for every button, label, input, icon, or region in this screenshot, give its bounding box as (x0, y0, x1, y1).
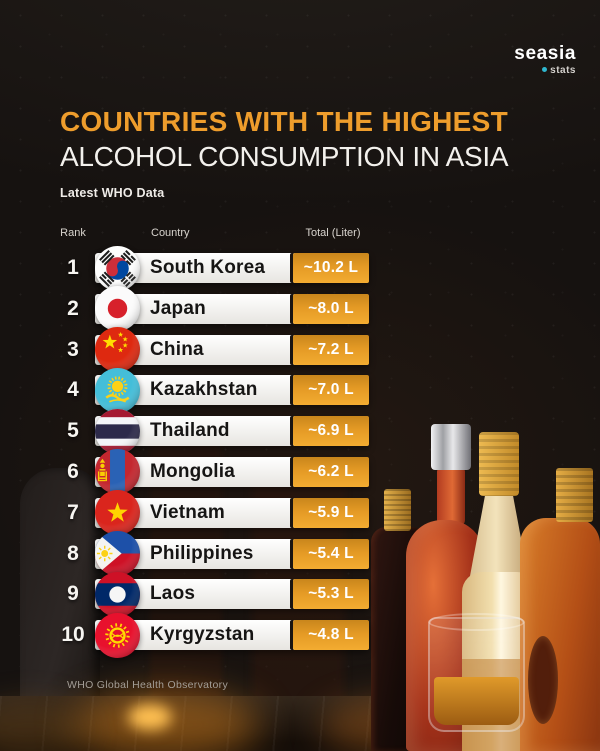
kazakhstan-flag-icon (95, 367, 140, 413)
country-bar: Thailand ~6.9 L (95, 408, 369, 454)
rank-label: 3 (67, 337, 79, 361)
logo-brand-text: seasia (514, 43, 576, 64)
country-label: Kyrgyzstan (150, 624, 255, 646)
table-row: 10 Kyrgyzstan ~4.8 L (0, 612, 600, 658)
total-value-pill: ~8.0 L (293, 293, 369, 324)
rank-label: 2 (67, 296, 79, 320)
gold-bottle-cap (556, 468, 593, 522)
table-row: 1 South Korea ~10.2 L (0, 245, 600, 291)
page-subtitle: Latest WHO Data (60, 186, 165, 200)
total-value-pill: ~10.2 L (293, 253, 369, 283)
chrome-bottle-cap (431, 424, 471, 470)
total-value-pill: ~6.9 L (293, 416, 369, 447)
philippines-flag-icon (95, 531, 140, 577)
column-header-rank: Rank (60, 227, 86, 239)
total-value-pill: ~7.2 L (293, 334, 369, 365)
total-value-pill: ~6.2 L (293, 456, 369, 487)
country-label: Mongolia (150, 460, 235, 482)
country-bar: Kyrgyzstan ~4.8 L (95, 612, 369, 658)
country-bar: Japan ~8.0 L (95, 286, 369, 332)
whisky-liquid (434, 677, 519, 725)
total-value-pill: ~4.8 L (293, 620, 369, 651)
table-row: 9 Laos ~5.3 L (0, 571, 600, 617)
logo-sub-text: stats (514, 65, 576, 76)
country-label: Vietnam (150, 501, 225, 523)
column-header-country: Country (151, 227, 190, 239)
china-flag-icon (95, 327, 140, 373)
rank-label: 7 (67, 500, 79, 524)
whisky-glass (428, 613, 525, 732)
logo-dot-icon (542, 67, 548, 72)
table-row: 5 Thailand ~6.9 L (0, 408, 600, 454)
rank-label: 9 (67, 582, 79, 606)
gold-bottle-cap (384, 489, 411, 531)
gold-bottle-cap (479, 432, 519, 496)
page-title-line1: COUNTRIES WITH THE HIGHEST (60, 106, 509, 137)
ranking-list: 1 South Korea ~10.2 L 2 Japan ~8.0 L 3 C… (0, 245, 600, 661)
country-label: China (150, 338, 204, 360)
total-value-pill: ~5.3 L (293, 579, 369, 610)
country-bar: Laos ~5.3 L (95, 571, 369, 617)
total-value-pill: ~5.9 L (293, 497, 369, 528)
source-credit: WHO Global Health Observatory (67, 679, 229, 691)
rank-label: 6 (67, 459, 79, 483)
country-bar: Philippines ~5.4 L (95, 531, 369, 577)
flask-handle-hole (528, 636, 558, 724)
country-label: Japan (150, 297, 206, 319)
country-bar: South Korea ~10.2 L (95, 245, 369, 291)
seasia-logo: seasia stats (514, 44, 576, 76)
rank-label: 1 (67, 256, 79, 279)
rank-label: 10 (61, 623, 85, 647)
country-bar: Vietnam ~5.9 L (95, 490, 369, 536)
column-header-total: Total (Liter) (305, 227, 361, 239)
japan-flag-icon (95, 286, 140, 332)
country-label: South Korea (150, 257, 266, 278)
total-value-pill: ~5.4 L (293, 538, 369, 569)
total-value-pill: ~7.0 L (293, 375, 369, 406)
country-bar: Mongolia ~6.2 L (95, 449, 369, 495)
table-row: 7 Vietnam ~5.9 L (0, 490, 600, 536)
vietnam-flag-icon (95, 490, 140, 536)
mongolia-flag-icon (95, 449, 140, 495)
country-label: Laos (150, 583, 196, 605)
page-title-line2: ALCOHOL CONSUMPTION IN ASIA (60, 141, 509, 172)
rank-label: 4 (67, 378, 79, 402)
rank-label: 5 (67, 419, 79, 443)
table-row: 2 Japan ~8.0 L (0, 286, 600, 332)
laos-flag-icon (95, 571, 140, 617)
table-row: 4 Kazakhstan ~7.0 L (0, 367, 600, 413)
rank-label: 8 (67, 541, 79, 565)
table-row: 6 Mongolia ~6.2 L (0, 449, 600, 495)
kyrgyzstan-flag-icon (95, 612, 140, 658)
table-row: 3 China ~7.2 L (0, 327, 600, 373)
south-korea-flag-icon (95, 245, 140, 291)
country-label: Kazakhstan (150, 379, 258, 401)
country-label: Thailand (150, 420, 230, 442)
country-label: Philippines (150, 542, 254, 564)
thailand-flag-icon (95, 408, 140, 454)
country-bar: Kazakhstan ~7.0 L (95, 367, 369, 413)
bright-amber-glow (128, 704, 172, 730)
red-bottle-neck (437, 466, 465, 526)
table-row: 8 Philippines ~5.4 L (0, 531, 600, 577)
country-bar: China ~7.2 L (95, 327, 369, 373)
logo-sub-label: stats (550, 65, 576, 76)
